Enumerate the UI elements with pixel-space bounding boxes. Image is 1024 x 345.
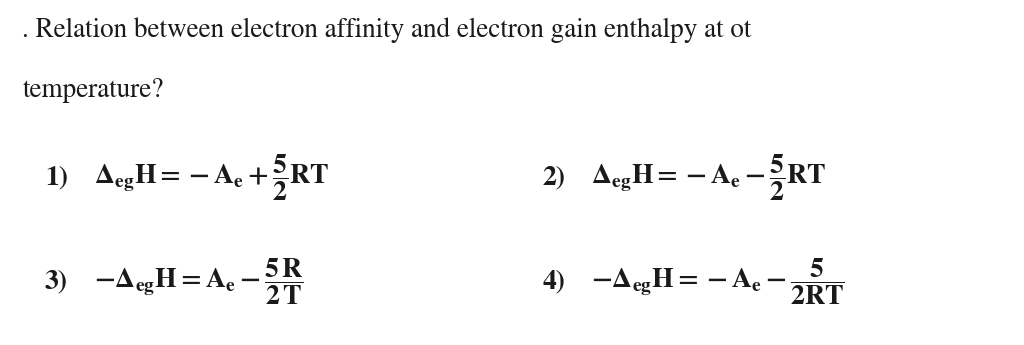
Text: temperature?: temperature? (23, 78, 164, 104)
Text: $\mathbf{\Delta_{eg}H=-A_{e}+\dfrac{5}{2}RT}$: $\mathbf{\Delta_{eg}H=-A_{e}+\dfrac{5}{2… (93, 152, 329, 203)
Text: $\mathbf{-\Delta_{eg}H=-A_{e}-\dfrac{5}{2RT}}$: $\mathbf{-\Delta_{eg}H=-A_{e}-\dfrac{5}{… (591, 257, 845, 307)
Text: 4): 4) (543, 269, 565, 294)
Text: 3): 3) (45, 269, 68, 294)
Text: 2): 2) (543, 165, 565, 190)
Text: $\mathbf{-\Delta_{eg}H=A_{e}-\dfrac{5\,R}{2\,T}}$: $\mathbf{-\Delta_{eg}H=A_{e}-\dfrac{5\,R… (93, 257, 303, 307)
Text: $\mathbf{\Delta_{eg}H=-A_{e}-\dfrac{5}{2}RT}$: $\mathbf{\Delta_{eg}H=-A_{e}-\dfrac{5}{2… (591, 152, 826, 203)
Text: 1): 1) (45, 165, 68, 190)
Text: . Relation between electron affinity and electron gain enthalpy at ot: . Relation between electron affinity and… (23, 18, 752, 43)
